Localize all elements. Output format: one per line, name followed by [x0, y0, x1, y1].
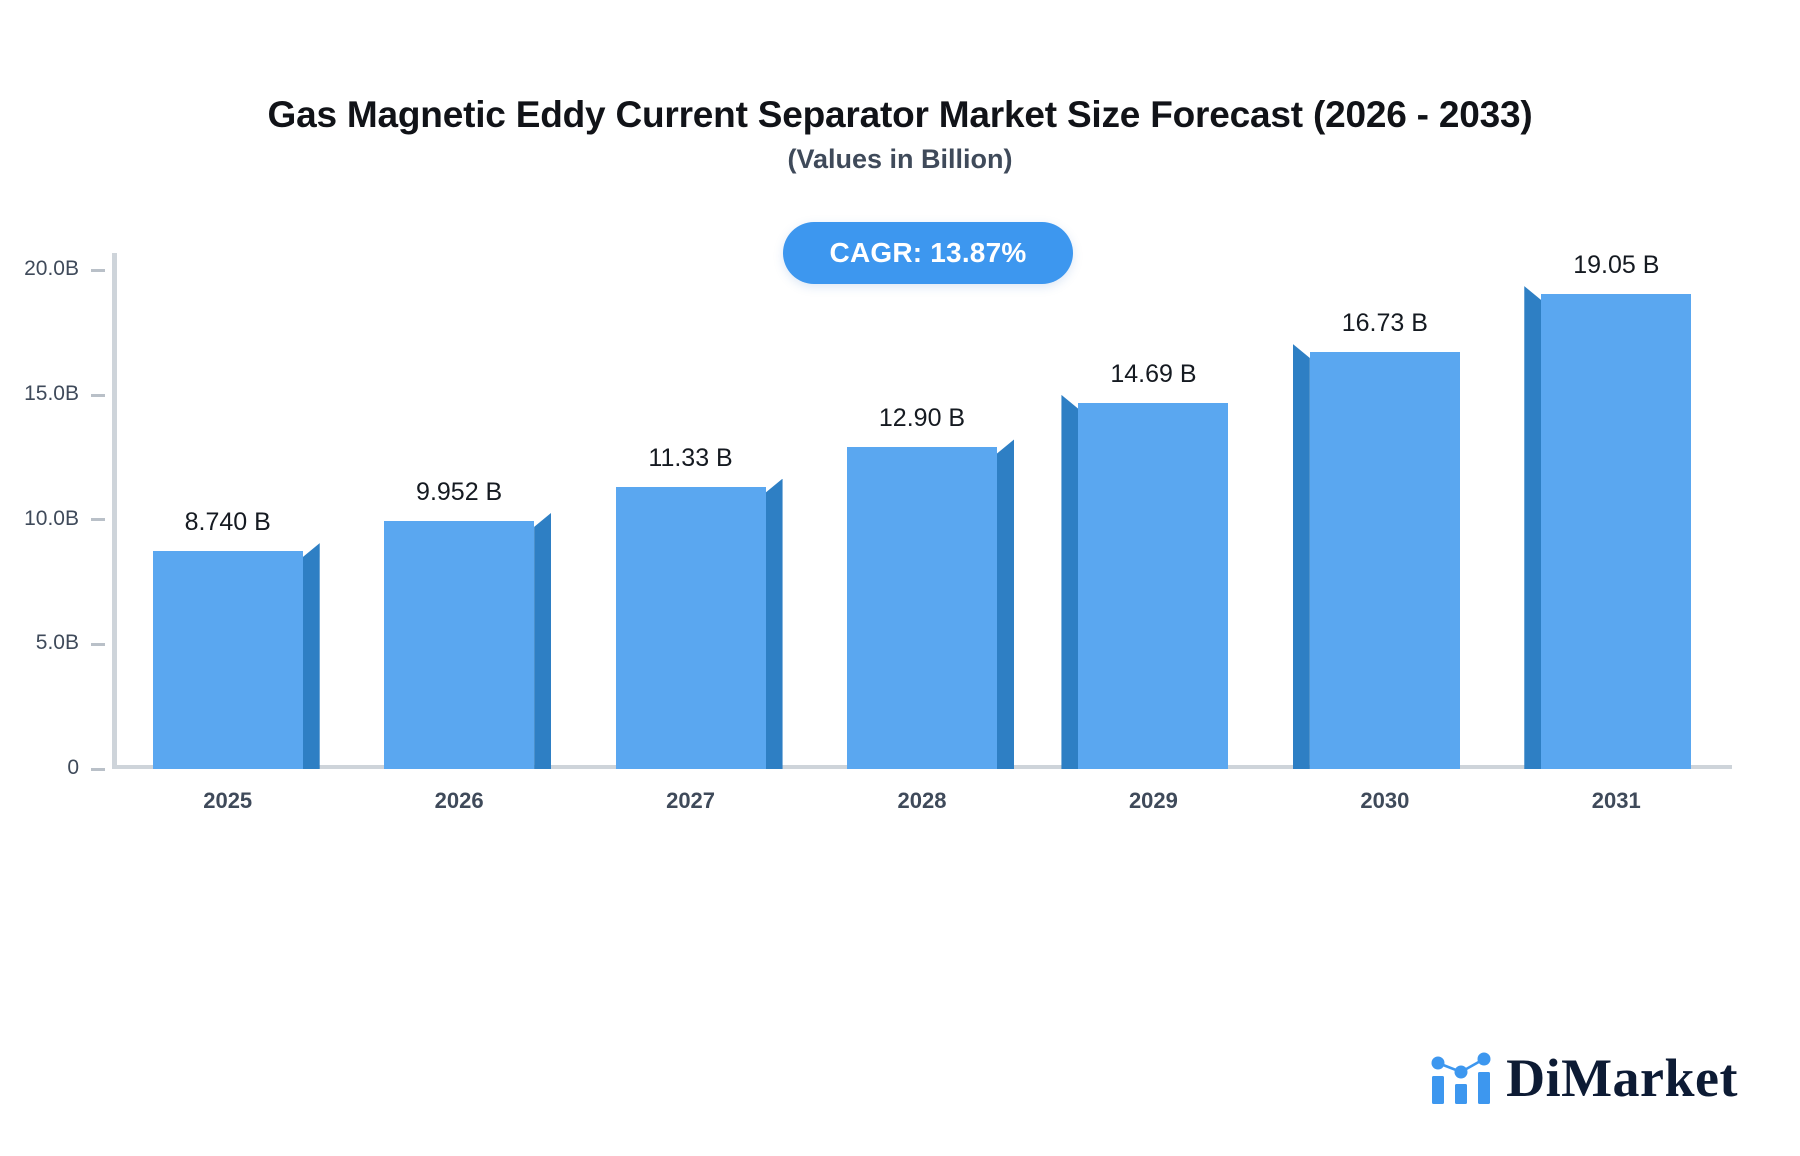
bar-value-label: 16.73 B — [1341, 308, 1428, 337]
bar-value-label: 8.740 B — [184, 508, 271, 537]
bar-value-label: 14.69 B — [1110, 359, 1197, 388]
bar[interactable] — [152, 551, 303, 769]
y-tick-label: 5.0B — [35, 631, 79, 655]
y-tick-dash — [91, 642, 105, 646]
bar-column[interactable]: 19.05 B — [1524, 251, 1692, 769]
bar-3d-side — [534, 512, 552, 769]
x-axis-labels: 2025 2026 2027 2028 2029 2030 2031 — [112, 788, 1732, 818]
x-axis-label: 2025 — [203, 788, 253, 813]
x-axis-label: 2030 — [1360, 788, 1410, 813]
bar-column[interactable]: 16.73 B — [1292, 253, 1460, 769]
logo-wordmark: DiMarket — [1506, 1048, 1738, 1108]
x-axis-label: 2028 — [897, 788, 947, 813]
bar[interactable] — [1309, 351, 1460, 769]
bar-chart-icon — [1431, 1052, 1491, 1104]
bar-column[interactable]: 12.90 B — [847, 253, 1014, 769]
y-tick-dash — [91, 767, 105, 771]
y-tick-dash — [91, 518, 105, 522]
plot-area: 8.740 B 9.952 B 11.33 B 12.90 B 14.69 B 16.73… — [24, 251, 1732, 779]
chart-title: Gas Magnetic Eddy Current Separator Mark… — [267, 94, 1533, 135]
bar[interactable] — [615, 486, 766, 769]
bar-value-label: 11.33 B — [648, 443, 733, 472]
y-tick-label: 20.0B — [24, 257, 79, 281]
x-axis-label: 2026 — [434, 788, 484, 813]
bar-3d-side — [997, 439, 1014, 769]
bar-column[interactable]: 8.740 B — [152, 253, 320, 769]
y-tick-label: 10.0B — [24, 506, 79, 530]
bar-column[interactable]: 9.952 B — [384, 253, 552, 769]
dimarket-logo: DiMarket — [1430, 1050, 1738, 1106]
y-tick-label: 0 — [67, 756, 79, 779]
bar-value-label: 19.05 B — [1573, 251, 1660, 280]
y-tick-label: 15.0B — [24, 382, 79, 406]
bar-3d-side — [765, 478, 783, 769]
bar-series: 8.740 B 9.952 B 11.33 B 12.90 B 14.69 B 16.73… — [112, 251, 1732, 769]
bar[interactable] — [1541, 294, 1692, 769]
x-axis-label: 2027 — [666, 788, 716, 813]
y-axis-line — [112, 253, 117, 769]
bar-3d-side — [1524, 286, 1542, 769]
y-tick-dash — [91, 268, 105, 272]
bar[interactable] — [1078, 402, 1229, 769]
bar-value-label: 12.90 B — [878, 404, 966, 433]
bar-3d-side — [1292, 343, 1310, 769]
chart-subtitle: (Values in Billion) — [787, 144, 1013, 174]
cagr-badge-label: CAGR: 13.87% — [829, 237, 1027, 268]
cagr-badge: CAGR: 13.87% — [783, 222, 1073, 284]
x-axis-label: 2029 — [1128, 788, 1178, 813]
bar-column[interactable]: 14.69 B — [1061, 253, 1229, 769]
x-axis-label: 2031 — [1591, 788, 1641, 813]
y-tick-dash — [91, 393, 105, 397]
bar-3d-side — [1061, 394, 1079, 769]
bar-3d-side — [302, 543, 320, 769]
bar[interactable] — [847, 447, 997, 769]
bar-value-label: 9.952 B — [416, 477, 503, 506]
bar[interactable] — [384, 520, 535, 769]
bar-column[interactable]: 11.33 B — [615, 253, 783, 769]
